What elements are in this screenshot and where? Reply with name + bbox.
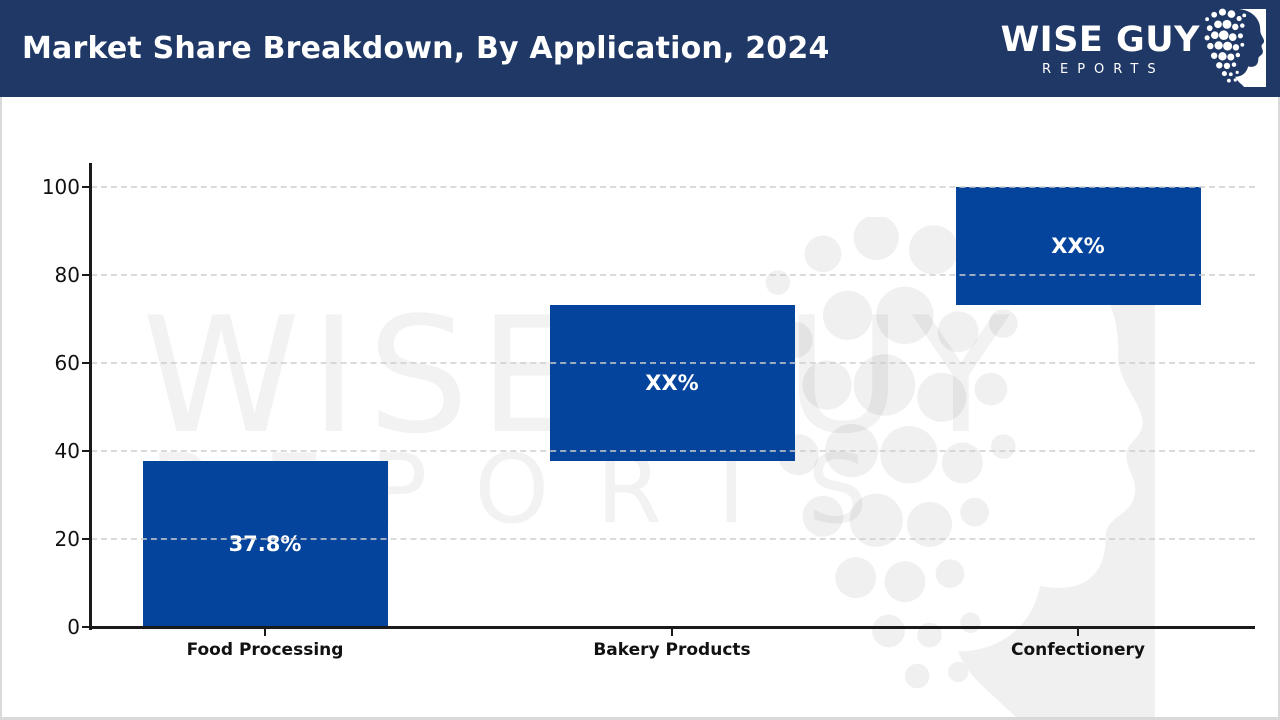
logo-textblock: WISE GUY REPORTS (1001, 20, 1200, 77)
x-tick-mark-food-processing (264, 629, 266, 636)
gridline-40 (91, 450, 1255, 452)
logo-subtext: REPORTS (1041, 61, 1165, 77)
y-tick-mark-20 (82, 538, 90, 540)
watermark-face-icon (761, 217, 1155, 717)
y-axis-line (89, 163, 92, 630)
y-tick-label-60: 60 (54, 351, 80, 375)
logo-face-icon (1204, 8, 1266, 88)
x-tick-mark-confectionery (1077, 629, 1079, 636)
header: Market Share Breakdown, By Application, … (0, 0, 1280, 97)
logo: WISE GUY REPORTS (1001, 8, 1266, 88)
y-tick-label-40: 40 (54, 439, 80, 463)
x-axis-line (89, 626, 1255, 629)
gridline-80 (91, 274, 1255, 276)
y-tick-mark-40 (82, 450, 90, 452)
dotted-head-dots (1204, 8, 1247, 83)
x-tick-label-bakery-products: Bakery Products (593, 640, 751, 660)
bar-value-label: XX% (1051, 233, 1105, 258)
x-tick-label-food-processing: Food Processing (186, 640, 344, 660)
face-profile-shape (1235, 8, 1266, 88)
plot-area: WISE GUY REPORTS 37.8%XX (2, 97, 1278, 717)
y-tick-label-80: 80 (54, 263, 80, 287)
y-tick-mark-0 (82, 626, 90, 628)
bar-value-label: XX% (645, 370, 699, 395)
y-tick-mark-100 (82, 186, 90, 188)
bar-food-processing: 37.8% (142, 460, 388, 627)
bar-confectionery: XX% (955, 187, 1201, 305)
y-tick-label-20: 20 (54, 527, 80, 551)
gridline-20 (91, 538, 1255, 540)
logo-wordmark: WISE GUY (1000, 19, 1200, 60)
x-tick-mark-bakery-products (671, 629, 673, 636)
bar-value-label: 37.8% (228, 531, 302, 556)
y-tick-label-100: 100 (41, 175, 80, 199)
gridline-60 (91, 362, 1255, 364)
y-tick-mark-60 (82, 362, 90, 364)
y-tick-label-0: 0 (67, 615, 80, 639)
bar-bakery-products: XX% (549, 304, 795, 461)
x-tick-label-confectionery: Confectionery (1011, 640, 1145, 660)
page-title: Market Share Breakdown, By Application, … (22, 31, 830, 66)
gridline-100 (91, 186, 1255, 188)
y-tick-mark-80 (82, 274, 90, 276)
